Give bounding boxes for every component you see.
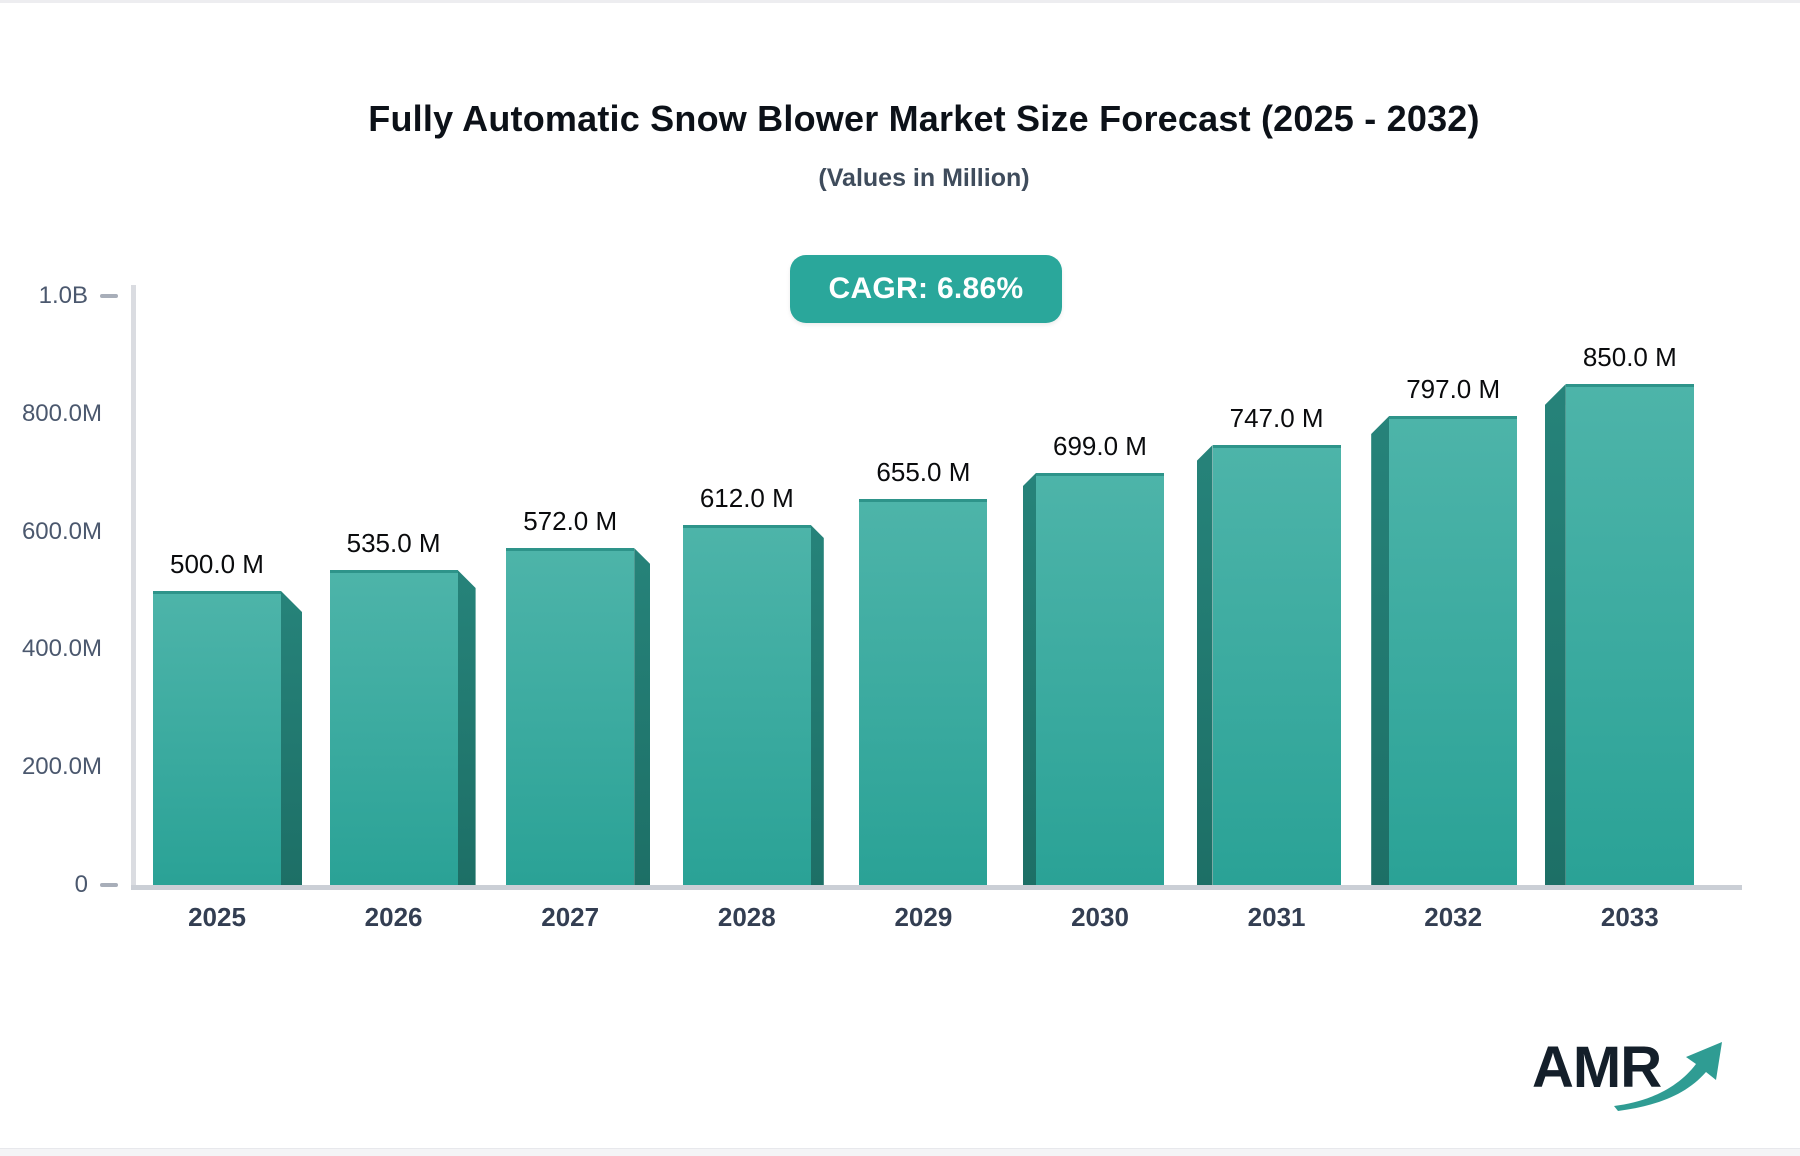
bar-2025 [153,591,281,885]
chart-subtitle: (Values in Million) [818,164,1030,192]
trend-up-arrow-icon [1614,1042,1722,1111]
page-top-border [0,0,1800,3]
bar-2031 [1212,445,1341,885]
x-axis-label-2027: 2027 [541,902,600,932]
y-axis-line [131,285,136,889]
cagr-badge: CAGR: 6.86% [790,255,1062,323]
page-bottom-border [0,1148,1800,1156]
x-axis-label-2028: 2028 [717,902,776,932]
y-axis-label-600.0M: 600.0M [21,518,102,545]
bar-value-label-2030: 699.0 M [1053,431,1147,461]
bar-2028 [682,525,811,885]
bar-value-label-2028: 612.0 M [699,483,794,513]
chart-title: Fully Automatic Snow Blower Market Size … [368,98,1480,139]
bar-2030 [1036,473,1164,885]
y-axis-label-1.0B: 1.0B [38,282,88,309]
bar-value-label-2033: 850.0 M [1582,342,1677,372]
bar-2028-side-face [810,525,824,885]
x-axis-label-2031: 2031 [1247,902,1306,932]
bar-2026-side-face [457,570,476,885]
bar-2026 [329,570,458,885]
bar-value-label-2032: 797.0 M [1406,374,1501,404]
x-axis-line [131,885,1742,890]
bar-2025-side-face [281,591,302,885]
bar-2033 [1565,384,1694,885]
x-axis-label-2033: 2033 [1600,902,1659,932]
x-axis-label-2030: 2030 [1071,902,1129,932]
bar-value-label-2027: 572.0 M [523,506,618,536]
bar-value-label-2031: 747.0 M [1229,403,1324,433]
x-axis-label-2025: 2025 [188,902,246,932]
x-axis-label-2032: 2032 [1424,902,1483,932]
bar-value-label-2025: 500.0 M [170,549,264,579]
x-axis-label-2026: 2026 [364,902,423,932]
y-axis-label-0: 0 [74,871,88,898]
bar-2032-side-face [1371,416,1390,885]
y-axis-label-800.0M: 800.0M [21,400,102,427]
amr-logo: AMR [1532,1030,1722,1120]
bar-2032 [1389,416,1518,885]
x-axis-label-2029: 2029 [894,902,953,932]
bar-2027-side-face [634,548,651,885]
bar-2031-side-face [1196,445,1213,885]
bar-2029 [859,499,988,885]
y-axis-tick-mark [100,883,118,887]
y-axis-label-400.0M: 400.0M [21,635,102,662]
bar-value-label-2029: 655.0 M [876,457,971,487]
bar-2027 [506,548,635,885]
bar-2030-side-face [1023,473,1036,885]
bar-value-label-2026: 535.0 M [346,528,441,558]
y-axis-label-200.0M: 200.0M [21,753,102,780]
y-axis-tick-mark [100,294,118,298]
amr-logo-text: AMR [1532,1035,1662,1100]
bar-2033-side-face [1544,384,1566,885]
cagr-badge-label: CAGR: 6.86% [828,272,1024,305]
